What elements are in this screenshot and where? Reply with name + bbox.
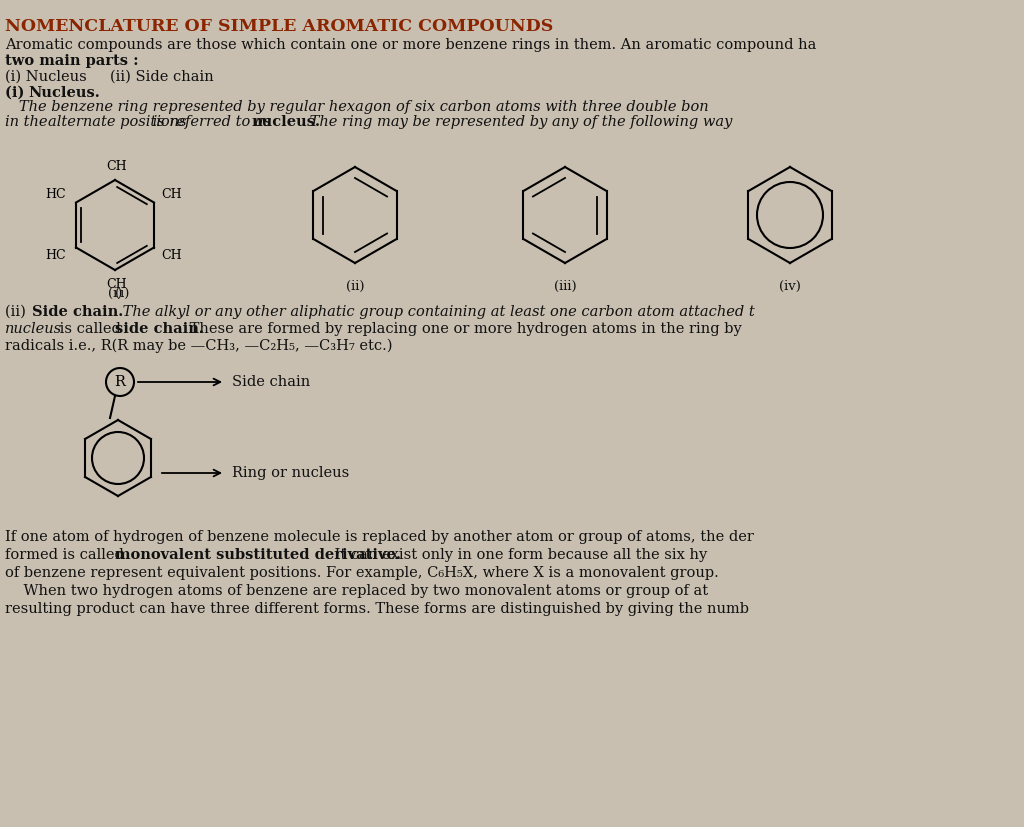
Text: Ring or nucleus: Ring or nucleus — [232, 466, 349, 480]
Text: HC: HC — [46, 249, 67, 262]
Text: HC: HC — [46, 188, 67, 201]
Text: It can exist only in one form because all the six hy: It can exist only in one form because al… — [330, 548, 708, 562]
Text: Side chain: Side chain — [232, 375, 310, 389]
Text: nucleus.: nucleus. — [251, 115, 319, 129]
Text: formed is called: formed is called — [5, 548, 128, 562]
Text: NOMENCLATURE OF SIMPLE AROMATIC COMPOUNDS: NOMENCLATURE OF SIMPLE AROMATIC COMPOUND… — [5, 18, 553, 35]
Text: alternate positions: alternate positions — [48, 115, 186, 129]
Text: The benzene ring represented by regular hexagon of six carbon atoms with three d: The benzene ring represented by regular … — [5, 100, 709, 114]
Text: Side chain.: Side chain. — [32, 305, 123, 319]
Text: (ii): (ii) — [5, 305, 31, 319]
Text: CH: CH — [106, 278, 127, 290]
Text: Aromatic compounds are those which contain one or more benzene rings in them. An: Aromatic compounds are those which conta… — [5, 38, 816, 52]
Text: (i) Nucleus: (i) Nucleus — [5, 70, 87, 84]
Text: (i): (i) — [115, 287, 129, 300]
Text: Nucleus.: Nucleus. — [28, 86, 99, 100]
Text: CH: CH — [162, 249, 182, 262]
Text: is called: is called — [55, 322, 126, 336]
Text: (iii): (iii) — [554, 280, 577, 293]
Text: The alkyl or any other aliphatic group containing at least one carbon atom attac: The alkyl or any other aliphatic group c… — [118, 305, 755, 319]
Text: monovalent substituted derivative.: monovalent substituted derivative. — [115, 548, 400, 562]
Text: (i): (i) — [5, 86, 30, 100]
Text: CH: CH — [106, 160, 127, 173]
Text: two main parts :: two main parts : — [5, 54, 138, 68]
Text: radicals i.e., R(R may be —CH₃, —C₂H₅, —C₃H₇ etc.): radicals i.e., R(R may be —CH₃, —C₂H₅, —… — [5, 339, 392, 353]
Text: If one atom of hydrogen of benzene molecule is replaced by another atom or group: If one atom of hydrogen of benzene molec… — [5, 530, 754, 544]
Text: These are formed by replacing one or more hydrogen atoms in the ring by: These are formed by replacing one or mor… — [185, 322, 741, 336]
Text: (ii): (ii) — [346, 280, 365, 293]
Text: resulting product can have three different forms. These forms are distinguished : resulting product can have three differe… — [5, 602, 749, 616]
Text: nucleus: nucleus — [5, 322, 62, 336]
Text: When two hydrogen atoms of benzene are replaced by two monovalent atoms or group: When two hydrogen atoms of benzene are r… — [5, 584, 709, 598]
Text: in the: in the — [5, 115, 52, 129]
Text: (i): (i) — [108, 287, 122, 300]
Text: CH: CH — [162, 188, 182, 201]
Text: (ii) Side chain: (ii) Side chain — [110, 70, 214, 84]
Text: (iv): (iv) — [779, 280, 801, 293]
Text: side chain.: side chain. — [115, 322, 204, 336]
Text: is referred to as: is referred to as — [148, 115, 275, 129]
Text: R: R — [115, 375, 125, 389]
Text: The ring may be represented by any of the following way: The ring may be represented by any of th… — [305, 115, 732, 129]
Text: of benzene represent equivalent positions. For example, C₆H₅X, where X is a mono: of benzene represent equivalent position… — [5, 566, 719, 580]
